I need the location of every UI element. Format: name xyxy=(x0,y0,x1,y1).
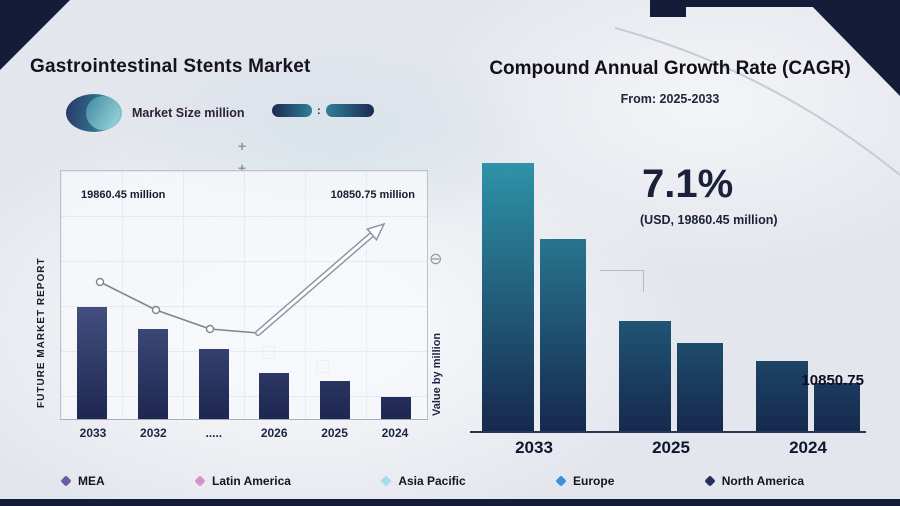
gradient-pill xyxy=(272,104,312,117)
legend-label: Europe xyxy=(573,474,615,488)
value-callout: 10850.75 xyxy=(801,372,864,389)
year-label: 2024 xyxy=(381,426,409,440)
cagr-bar xyxy=(814,383,860,431)
end-value-label: 10850.75 million xyxy=(330,189,415,201)
cagr-subtitle: From: 2025-2033 xyxy=(620,92,720,106)
cagr-detail: (USD, 19860.45 million) xyxy=(640,213,778,227)
year-label: 2032 xyxy=(140,426,167,440)
legend-label: Asia Pacific xyxy=(398,474,466,488)
cagr-value: 7.1% xyxy=(642,162,734,206)
market-size-bar xyxy=(137,329,168,419)
year-label: 2033 xyxy=(79,426,107,440)
plus-icon: + xyxy=(238,138,247,154)
market-size-bar xyxy=(77,307,107,419)
cagr-bar xyxy=(619,321,671,431)
year-label: ..... xyxy=(205,426,223,440)
cagr-bar-group xyxy=(619,321,723,431)
market-size-chart: 19860.45 million 10850.75 million xyxy=(60,170,428,420)
future-market-report-label: FUTURE MARKET REPORT xyxy=(36,257,47,408)
legend-marker xyxy=(555,475,567,487)
step-decoration xyxy=(600,270,644,292)
market-size-legend-label: Market Size million xyxy=(132,106,245,120)
gradient-pill xyxy=(325,104,374,117)
bottom-navy-strip xyxy=(0,499,900,506)
circle-minus-icon: ⊖ xyxy=(429,251,443,268)
cagr-bar xyxy=(482,163,534,431)
right-groups xyxy=(482,163,860,431)
cylinder-front xyxy=(86,96,120,130)
value-axis-label: Value by million xyxy=(431,332,443,416)
top-navy-step xyxy=(650,0,686,17)
market-size-bar xyxy=(259,373,290,419)
legend-item: MEA xyxy=(60,474,105,488)
year-label: 2025 xyxy=(652,438,690,457)
legend-marker xyxy=(60,475,72,487)
region-legend: MEA Latin America Asia Pacific Europe North … xyxy=(60,474,804,488)
legend-item: Asia Pacific xyxy=(380,474,466,488)
market-size-bar xyxy=(198,349,229,419)
cagr-bar-group xyxy=(756,361,860,431)
cagr-bar xyxy=(540,239,586,431)
year-label: 2024 xyxy=(789,438,827,457)
corner-triangle-top-right xyxy=(806,0,900,96)
legend-item: Europe xyxy=(555,474,615,488)
page-title: Gastrointestinal Stents Market xyxy=(30,56,311,77)
market-size-bar xyxy=(380,397,411,419)
pill-separator: : xyxy=(317,104,321,117)
left-xaxis: 2033 2032..... 2026 2025 2024 xyxy=(76,426,412,440)
year-label: 2026 xyxy=(260,426,288,440)
market-size-bar xyxy=(320,381,351,419)
legend-marker xyxy=(380,475,392,487)
cagr-bar xyxy=(756,361,808,431)
legend-item: North America xyxy=(704,474,804,488)
cagr-bar-group xyxy=(482,163,586,431)
left-bar-area xyxy=(77,307,411,419)
legend-item: Latin America xyxy=(194,474,291,488)
year-label: 2025 xyxy=(321,426,348,440)
right-xaxis: 2033 2025 2024 xyxy=(482,438,860,458)
cagr-bar xyxy=(677,343,723,431)
year-label: 2033 xyxy=(515,438,553,457)
legend-label: Latin America xyxy=(212,474,291,488)
legend-marker xyxy=(704,475,716,487)
market-size-icon xyxy=(66,94,122,132)
legend-marker xyxy=(194,475,206,487)
plus-icon: + xyxy=(238,160,247,176)
top-navy-strip xyxy=(650,0,900,7)
start-value-label: 19860.45 million xyxy=(81,189,166,201)
gradient-pills: : xyxy=(272,104,374,117)
legend-label: North America xyxy=(721,474,804,488)
cagr-title: Compound Annual Growth Rate (CAGR) xyxy=(489,58,851,79)
legend-label: MEA xyxy=(78,474,105,488)
cagr-chart xyxy=(470,150,866,433)
